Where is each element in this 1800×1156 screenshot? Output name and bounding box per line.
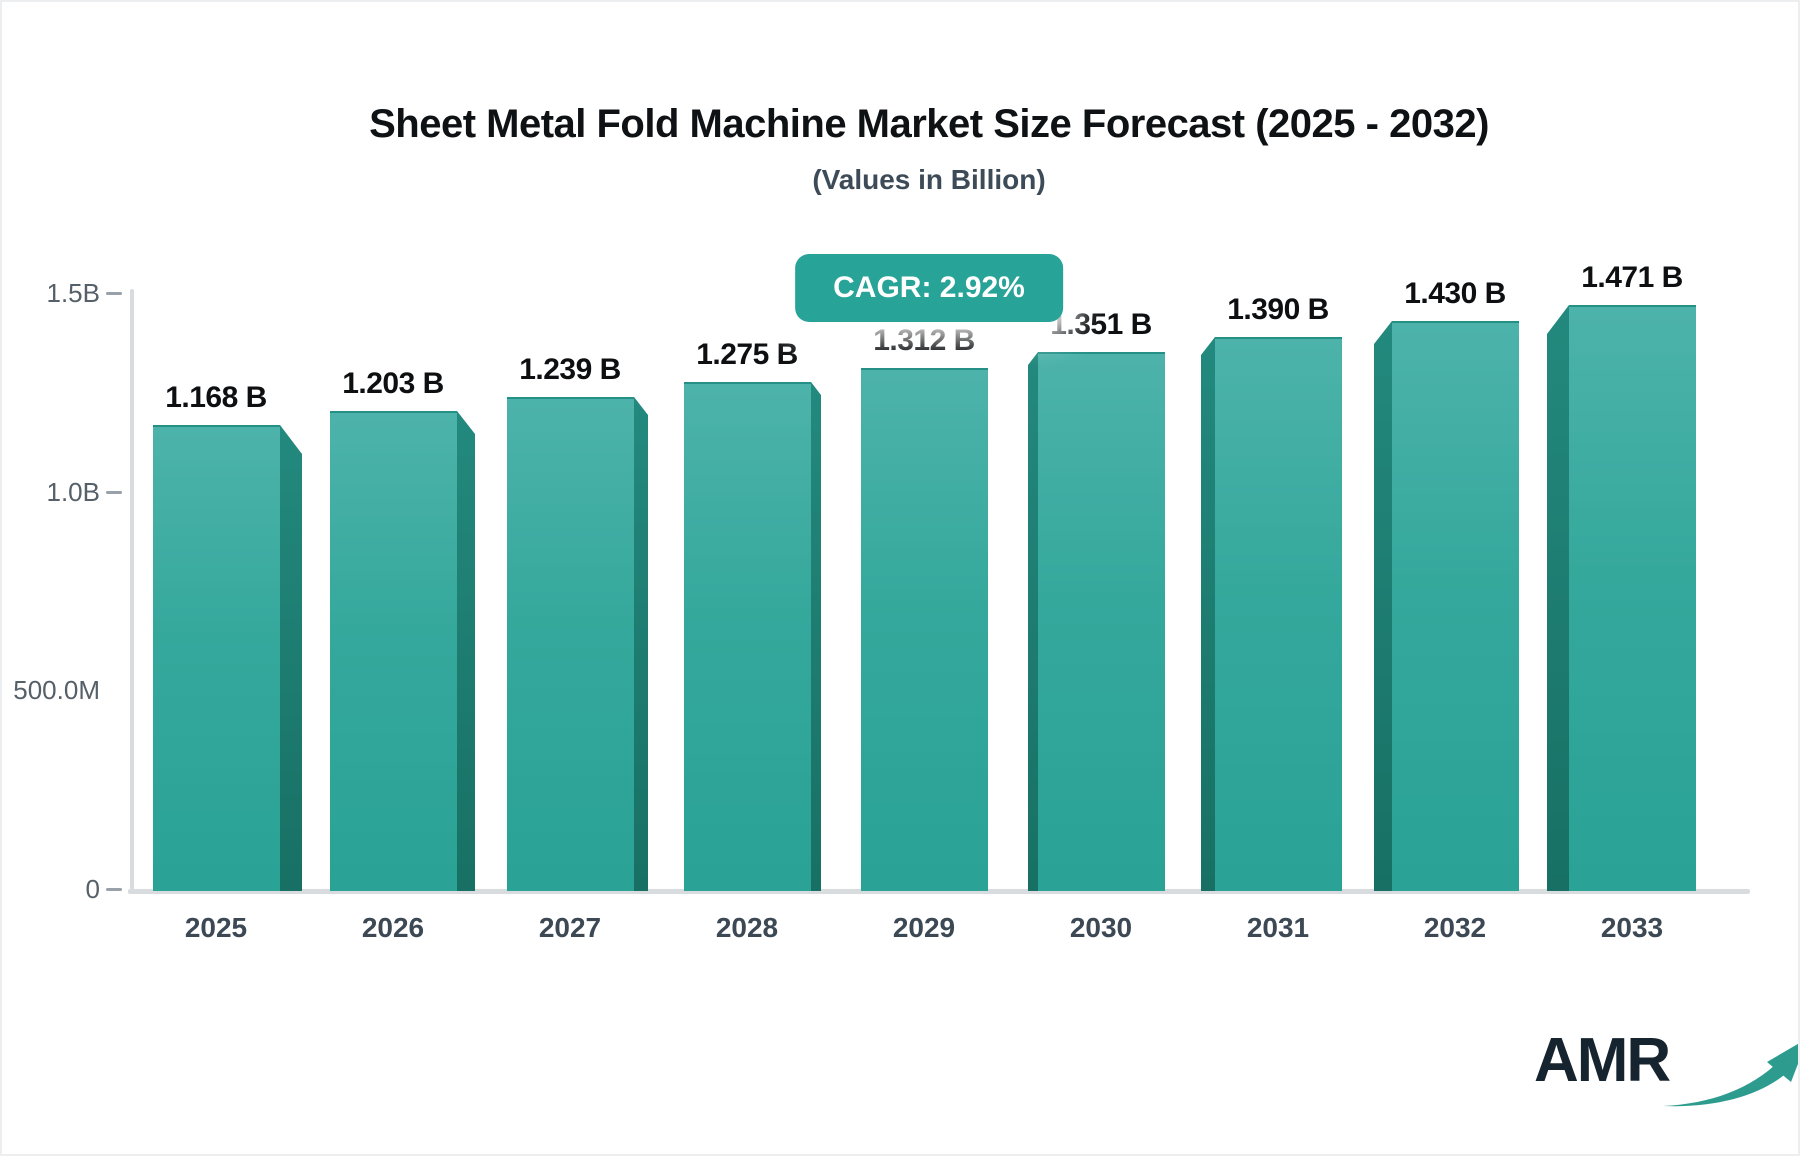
y-axis-label: 500.0M [13,675,100,705]
bar-value-label: 1.168 B [165,381,267,414]
x-axis-label: 2026 [361,912,425,943]
bar-value-label: 1.275 B [696,338,798,371]
bar-value-label: 1.390 B [1227,293,1329,326]
bar-side-2026 [457,411,475,891]
bar-2032[interactable] [1392,321,1519,891]
y-axis-label: 1.5B [46,278,101,308]
bar-side-2031 [1201,337,1215,891]
y-axis-label: 0 [85,874,100,904]
bar-value-label: 1.239 B [519,353,621,386]
bar-side-2030 [1028,352,1038,891]
chart-subtitle: (Values in Billion) [812,164,1046,195]
x-axis-label: 2030 [1069,912,1133,943]
amr-logo: AMR [1534,1026,1798,1114]
bar-side-2028 [811,382,821,891]
bar-2027[interactable] [507,397,634,891]
trend-up-arrow-icon [1663,1043,1798,1107]
bar-value-label: 1.312 B [873,324,975,357]
y-axis-tick [106,491,122,494]
amr-logo-text: AMR [1534,1026,1671,1095]
x-axis-label: 2027 [538,912,602,943]
x-axis-baseline [128,889,1750,894]
bar-value-label: 1.430 B [1404,277,1506,310]
y-axis-tick [106,292,122,295]
bar-value-label: 1.203 B [342,367,444,400]
y-axis-tick [106,888,122,891]
x-axis-label: 2031 [1246,912,1310,943]
bar-2025[interactable] [153,425,280,891]
bar-2030[interactable] [1038,352,1165,891]
x-axis-label: 2029 [892,912,956,943]
cagr-badge: CAGR: 2.92% [795,254,1063,322]
y-axis-line [130,289,134,890]
bar-2026[interactable] [330,411,457,891]
bar-side-2025 [280,425,302,891]
y-axis-label: 1.0B [46,477,101,507]
bar-side-2033 [1547,305,1569,891]
bar-2033[interactable] [1569,305,1696,891]
bar-2028[interactable] [684,382,811,891]
bar-value-label: 1.471 B [1581,261,1683,294]
x-axis-label: 2033 [1600,912,1664,943]
x-axis-label: 2025 [184,912,248,943]
bar-2029[interactable] [861,368,988,891]
bar-2031[interactable] [1215,337,1342,891]
bar-side-2027 [634,397,648,891]
page-title: Sheet Metal Fold Machine Market Size For… [369,102,1489,146]
bar-side-2032 [1374,321,1392,891]
x-axis-label: 2032 [1423,912,1487,943]
bar-value-label: 1.351 B [1050,308,1152,341]
x-axis-label: 2028 [715,912,779,943]
